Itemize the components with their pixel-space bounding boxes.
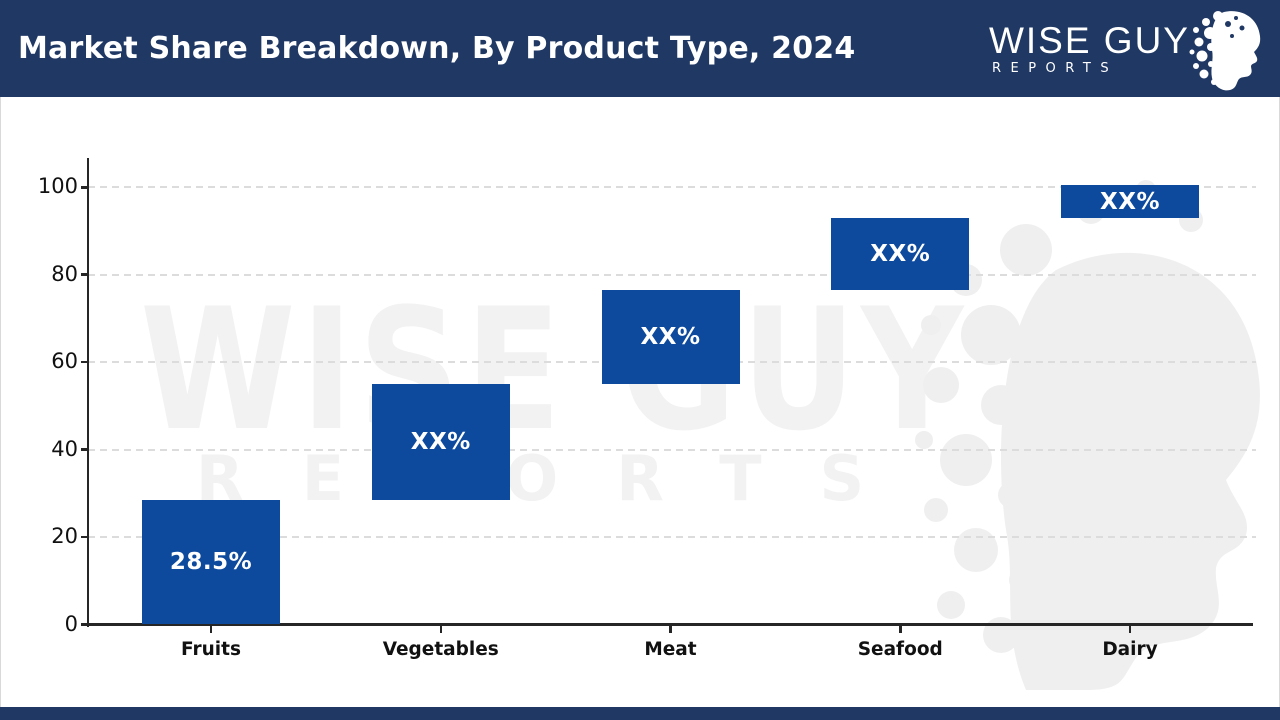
bar-dairy: XX%	[1061, 185, 1199, 218]
x-tick-seafood	[899, 626, 902, 633]
y-tick-label-80: 80	[51, 261, 78, 286]
bar-seafood: XX%	[831, 217, 970, 291]
y-tick-80	[81, 273, 88, 276]
y-axis-spine	[86, 158, 89, 627]
y-tick-label-60: 60	[51, 349, 78, 374]
y-tick-label-100: 100	[37, 174, 78, 199]
x-tick-label-dairy: Dairy	[1102, 638, 1158, 660]
bar-label-seafood: XX%	[870, 240, 931, 267]
gridline-80	[88, 273, 1256, 276]
footer-bar	[0, 707, 1280, 720]
x-tick-vegetables	[439, 626, 442, 633]
y-tick-100	[81, 186, 88, 189]
bar-fruits: 28.5%	[142, 499, 280, 625]
logo: WISE GUY REPORTS	[989, 6, 1266, 92]
x-tick-label-meat: Meat	[644, 638, 697, 660]
y-tick-40	[81, 448, 88, 451]
x-tick-dairy	[1128, 626, 1132, 633]
logo-line1: WISE GUY	[988, 20, 1190, 61]
x-tick-fruits	[209, 626, 213, 633]
y-tick-label-0: 0	[64, 611, 78, 636]
x-tick-label-seafood: Seafood	[857, 638, 943, 660]
gridline-100	[88, 186, 1256, 189]
page-title: Market Share Breakdown, By Product Type,…	[18, 31, 856, 66]
bar-label-meat: XX%	[640, 324, 701, 351]
gridline-40	[88, 448, 1256, 451]
x-tick-label-fruits: Fruits	[181, 638, 241, 660]
bar-label-vegetables: XX%	[410, 428, 471, 455]
bar-vegetables: XX%	[371, 384, 510, 500]
gridline-20	[88, 536, 1256, 539]
bar-label-fruits: 28.5%	[169, 549, 253, 576]
logo-head-icon	[1189, 10, 1261, 90]
x-axis-spine	[85, 623, 1253, 626]
y-tick-0	[81, 623, 88, 626]
y-tick-label-40: 40	[51, 436, 78, 461]
header: Market Share Breakdown, By Product Type,…	[0, 0, 1280, 97]
logo-wordmark: WISE GUY REPORTS	[989, 22, 1190, 75]
logo-line2: REPORTS	[991, 61, 1119, 76]
y-tick-20	[81, 535, 88, 539]
y-tick-label-20: 20	[51, 524, 78, 549]
x-tick-label-vegetables: Vegetables	[382, 638, 499, 660]
watermark-line2: REPORTS	[196, 442, 923, 515]
bar-label-dairy: XX%	[1099, 188, 1160, 215]
y-tick-60	[81, 360, 88, 364]
x-tick-meat	[669, 626, 672, 633]
watermark-line1: WISE GUY	[140, 272, 969, 468]
bar-meat: XX%	[601, 290, 740, 385]
